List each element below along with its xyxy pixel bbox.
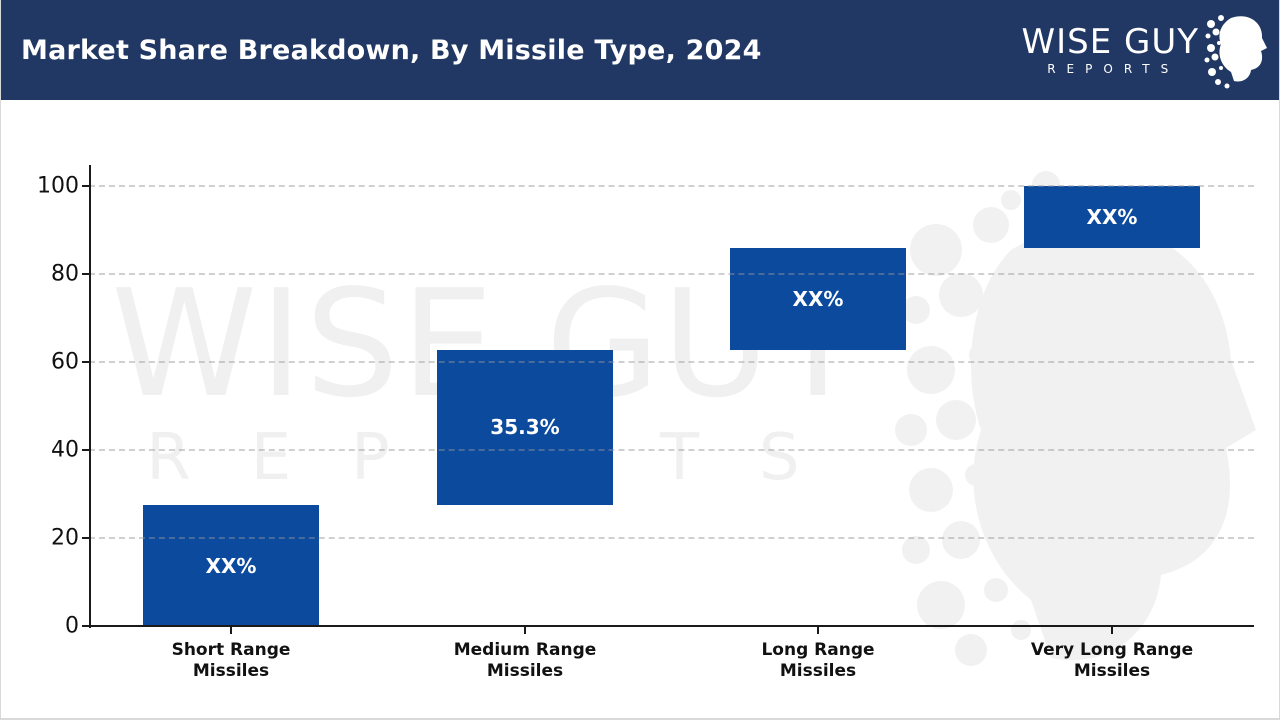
y-tick-label: 60 [51,349,79,375]
gridline-100 [89,185,1254,187]
y-tick-label: 80 [51,261,79,287]
x-category-line: Missiles [192,661,270,682]
bar-value-label-2: 35.3% [490,415,560,440]
logo-dotted-head-icon [1204,15,1267,89]
header-bar: Market Share Breakdown, By Missile Type,… [1,0,1279,100]
bar-value-label-1: XX% [205,553,257,578]
gridline-80 [89,273,1254,275]
x-tick-mark [524,627,526,634]
bar-value-label-3: XX% [792,287,844,312]
y-tick-label: 40 [51,437,79,463]
logo-wiseguy-label: WISE GUY [1021,22,1199,62]
x-tick-mark [1111,627,1113,634]
bar-2 [437,349,613,505]
x-category-label-1: Short Range Missiles [172,640,291,683]
bar-3 [730,248,906,350]
bar-value-label-4: XX% [1086,205,1138,230]
page-title: Market Share Breakdown, By Missile Type,… [21,34,762,66]
y-tick-label: 100 [37,173,79,199]
logo-reports-label: REPORTS [1047,62,1180,76]
x-category-line: Missiles [486,661,564,682]
watermark-dotted-head-graphic [895,171,1256,666]
y-tick-mark [82,625,89,627]
logo-text: WISE GUY REPORTS [1021,25,1199,75]
y-tick-label: 20 [51,525,79,551]
x-category-label-2: Medium Range Missiles [454,640,597,683]
x-category-line: Missiles [779,661,857,682]
x-category-label-4: Very Long Range Missiles [1031,640,1193,683]
y-axis-line [89,165,91,628]
y-tick-mark [82,361,89,363]
x-category-line: Long Range [761,640,875,660]
gridline-40 [89,449,1254,451]
x-tick-mark [817,627,819,634]
x-category-line: Short Range [171,640,291,660]
y-tick-label: 0 [65,613,79,639]
x-category-line: Medium Range [453,640,597,660]
x-tick-mark [230,627,232,634]
x-category-label-3: Long Range Missiles [761,640,874,683]
bar-4 [1024,186,1200,249]
x-category-line: Very Long Range [1030,640,1194,660]
y-tick-mark [82,273,89,275]
gridline-60 [89,361,1254,363]
bar-1 [143,505,319,626]
y-tick-mark [82,449,89,451]
gridline-20 [89,537,1254,539]
y-tick-mark [82,537,89,539]
wise-guy-reports-logo: WISE GUY REPORTS [1021,10,1267,90]
x-category-line: Missiles [1073,661,1151,682]
y-tick-mark [82,185,89,187]
x-axis-line [89,625,1254,627]
